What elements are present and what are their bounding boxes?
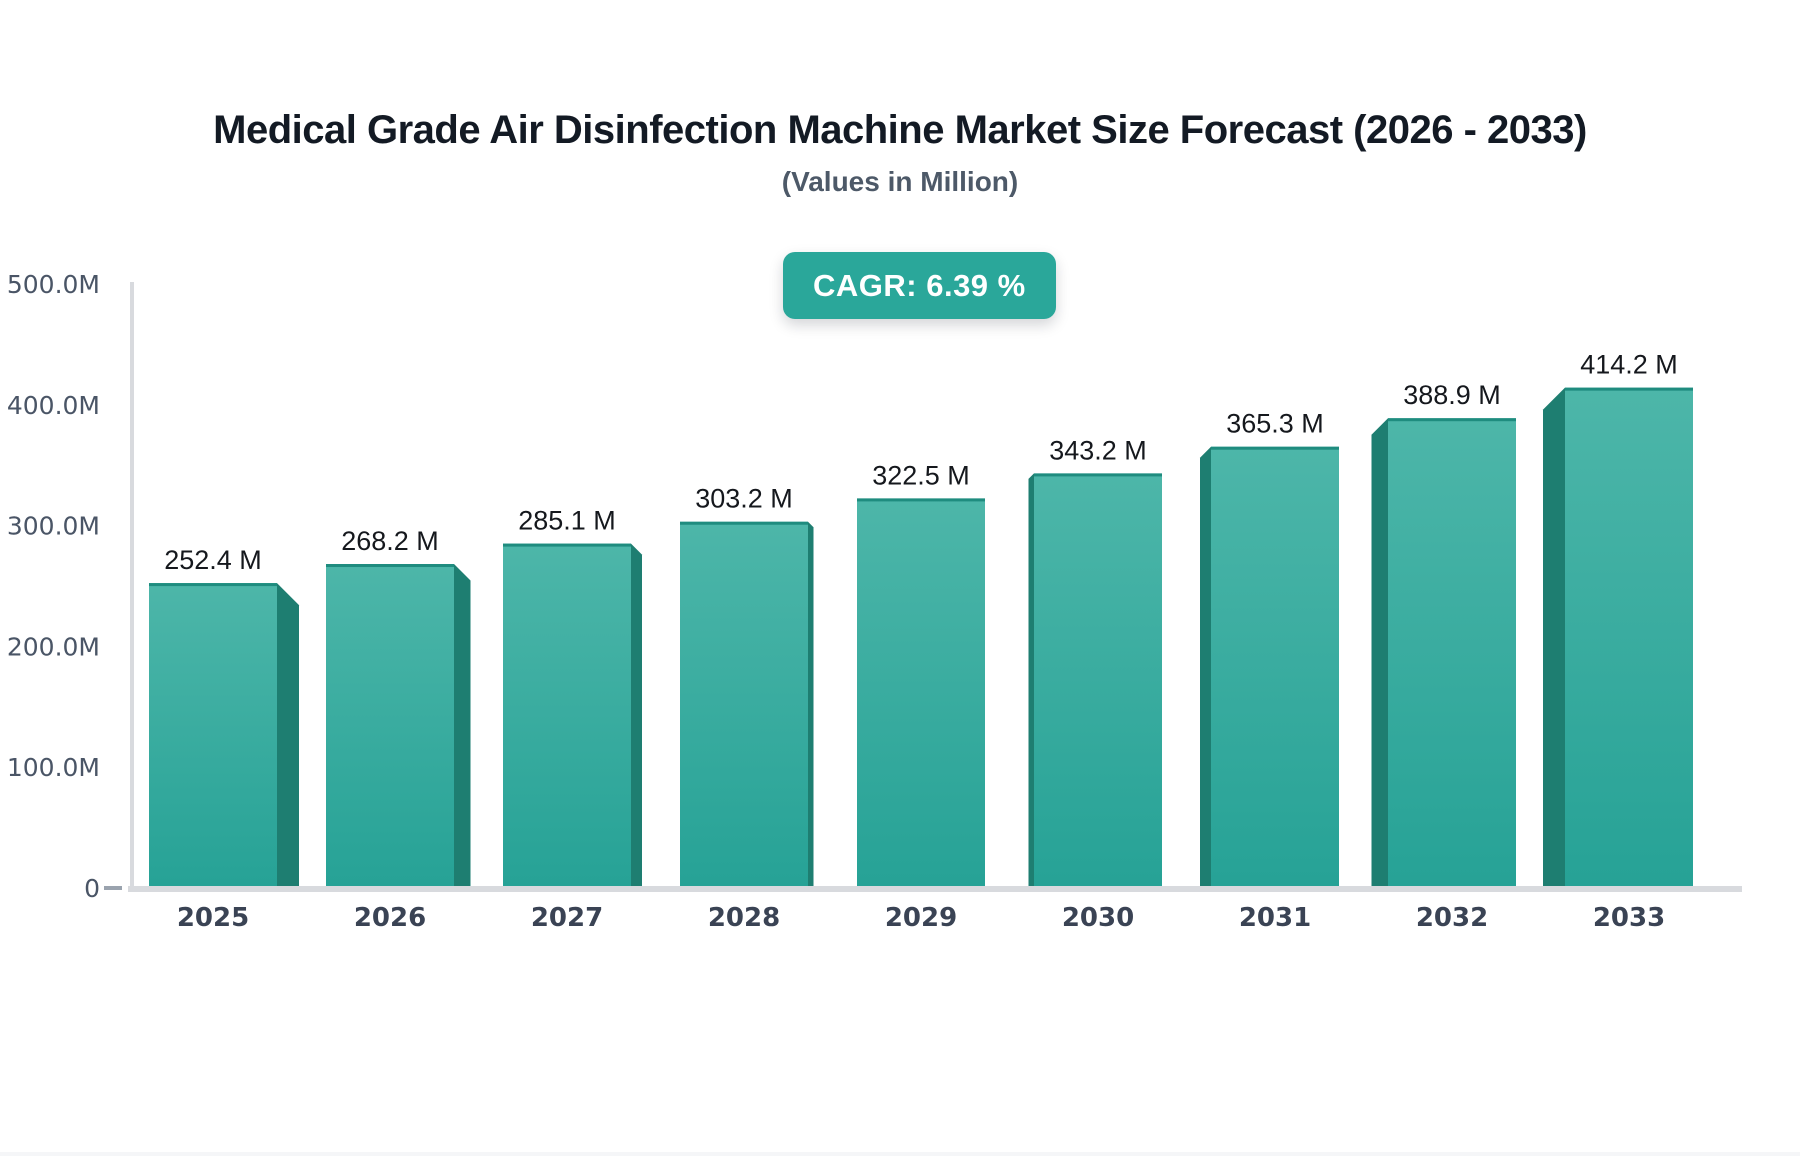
bar-top-edge	[1565, 387, 1693, 391]
x-axis-label-2027: 2027	[531, 903, 603, 933]
bar-group-2030[interactable]: 343.2 M 2030	[1028, 435, 1163, 933]
bar-value-label: 365.3 M	[1226, 409, 1324, 439]
bar-group-2033[interactable]: 414.2 M 2033	[1543, 350, 1693, 933]
x-axis-label-2030: 2030	[1062, 903, 1134, 933]
bar-value-label: 285.1 M	[518, 506, 616, 536]
y-axis-label-100: 100.0M	[7, 753, 100, 782]
bar-top-edge	[857, 498, 985, 502]
x-axis-label-2033: 2033	[1593, 903, 1665, 933]
x-axis-label-2026: 2026	[354, 903, 426, 933]
bar-top-edge	[326, 564, 454, 568]
cagr-badge-label: CAGR: 6.39 %	[813, 267, 1026, 303]
bar-front-face[interactable]	[1565, 387, 1693, 888]
bar-front-face[interactable]	[503, 543, 631, 888]
bar-side-face	[454, 564, 471, 888]
x-axis-label-2031: 2031	[1239, 903, 1311, 933]
bar-side-face	[1200, 446, 1211, 888]
bar-top-edge	[503, 543, 631, 547]
bar-group-2025[interactable]: 252.4 M 2025	[149, 545, 299, 933]
bar-side-face	[1028, 473, 1034, 888]
bar-top-edge	[149, 583, 277, 587]
y-axis-label-500: 500.0M	[7, 270, 100, 299]
x-axis-label-2029: 2029	[885, 903, 957, 933]
bar-value-label: 414.2 M	[1580, 350, 1678, 380]
bar-group-2027[interactable]: 285.1 M 2027	[503, 506, 642, 933]
y-axis-label-300: 300.0M	[7, 512, 100, 541]
bar-front-face[interactable]	[326, 564, 454, 888]
bar-value-label: 388.9 M	[1403, 380, 1501, 410]
bar-side-face	[1543, 387, 1565, 888]
bar-side-face	[808, 521, 814, 888]
bar-value-label: 268.2 M	[341, 526, 439, 556]
x-axis-line	[128, 886, 1742, 892]
cagr-badge: CAGR: 6.39 %	[783, 252, 1056, 319]
bar-front-face[interactable]	[1211, 446, 1339, 888]
bar-side-face	[277, 583, 299, 888]
bar-top-edge	[680, 521, 808, 525]
bar-value-label: 252.4 M	[164, 545, 262, 575]
bar-group-2028[interactable]: 303.2 M 2028	[680, 484, 814, 933]
y-axis-label-0: 0	[84, 874, 100, 903]
bar-front-face[interactable]	[1034, 473, 1162, 888]
bar-front-face[interactable]	[680, 521, 808, 888]
bar-front-face[interactable]	[149, 583, 277, 888]
bar-top-edge	[1388, 418, 1516, 422]
bar-top-edge	[1211, 446, 1339, 450]
x-axis-label-2028: 2028	[708, 903, 780, 933]
y-axis-line	[130, 282, 134, 892]
bar-front-face[interactable]	[1388, 418, 1516, 888]
bar-top-edge	[1034, 473, 1162, 477]
y-axis-label-200: 200.0M	[7, 632, 100, 661]
bar-value-label: 303.2 M	[695, 484, 793, 514]
bar-group-2026[interactable]: 268.2 M 2026	[326, 526, 471, 933]
chart-title: Medical Grade Air Disinfection Machine M…	[213, 108, 1587, 152]
bar-group-2029[interactable]: 322.5 M 2029	[857, 460, 985, 933]
y-axis-zero-tick	[104, 886, 122, 890]
chart-subtitle: (Values in Million)	[781, 166, 1019, 197]
page-bottom-border	[0, 1152, 1800, 1156]
bar-side-face	[1371, 418, 1388, 888]
bar-side-face	[631, 543, 642, 888]
y-axis-label-400: 400.0M	[7, 391, 100, 420]
bar-group-2032[interactable]: 388.9 M 2032	[1371, 380, 1517, 933]
bar-value-label: 343.2 M	[1049, 435, 1147, 465]
bar-value-label: 322.5 M	[872, 460, 970, 490]
x-axis-label-2025: 2025	[177, 903, 249, 933]
x-axis-label-2032: 2032	[1416, 903, 1488, 933]
bar-group-2031[interactable]: 365.3 M 2031	[1200, 409, 1339, 933]
bar-front-face[interactable]	[857, 498, 985, 888]
